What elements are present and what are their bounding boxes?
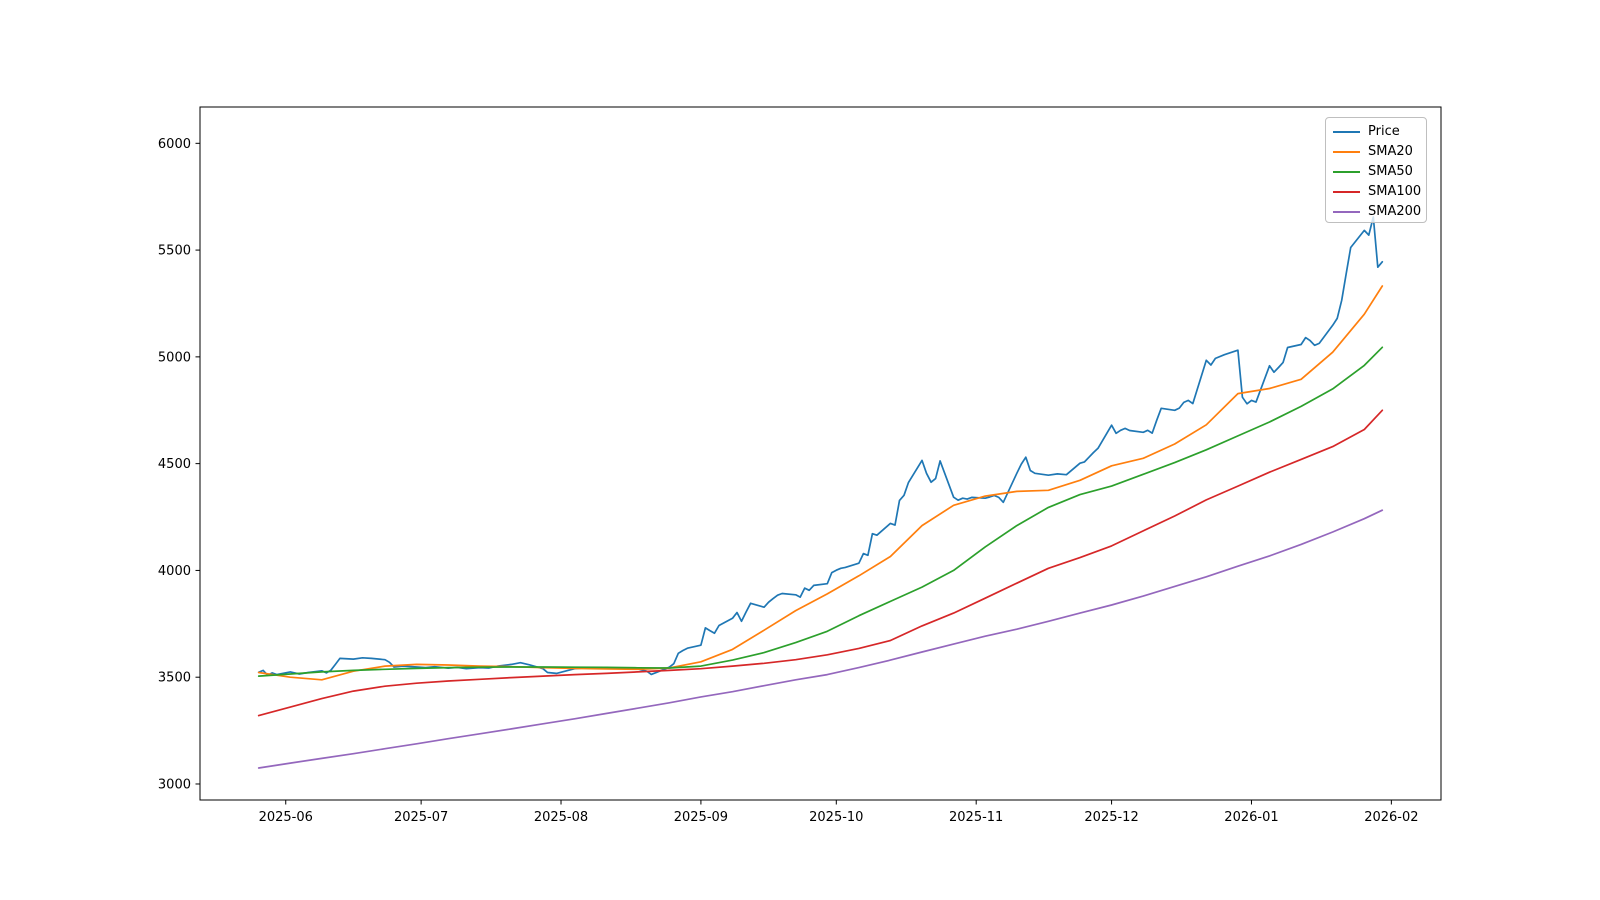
legend-label: SMA20 (1368, 144, 1413, 159)
series-line-sma100 (257, 409, 1384, 717)
x-tick-label: 2025-11 (949, 810, 1003, 825)
y-tick-label: 4500 (158, 457, 191, 472)
legend-label: SMA50 (1368, 164, 1413, 179)
x-tick-label: 2025-10 (809, 810, 863, 825)
y-tick-label: 6000 (158, 137, 191, 152)
legend-label: Price (1368, 124, 1400, 139)
series-line-sma20 (257, 285, 1384, 681)
y-tick-label: 5500 (158, 244, 191, 259)
legend-entry-sma100: SMA100 (1333, 182, 1426, 202)
legend-entry-sma200: SMA200 (1333, 202, 1426, 222)
x-tick-label: 2026-02 (1364, 810, 1418, 825)
legend-entry-sma20: SMA20 (1333, 142, 1426, 162)
legend-line-sample (1333, 151, 1360, 153)
legend-line-sample (1333, 171, 1360, 173)
y-tick-label: 5000 (158, 350, 191, 365)
x-tick-label: 2026-01 (1224, 810, 1278, 825)
legend-line-sample (1333, 191, 1360, 193)
legend-line-sample (1333, 211, 1360, 213)
x-tick-label: 2025-06 (259, 810, 313, 825)
x-tick-label: 2025-12 (1084, 810, 1138, 825)
x-tick-label: 2025-07 (394, 810, 448, 825)
x-tick-label: 2025-09 (674, 810, 728, 825)
y-tick-label: 3500 (158, 671, 191, 686)
legend-line-sample (1333, 131, 1360, 133)
series-line-sma200 (257, 509, 1384, 769)
y-tick-label: 3000 (158, 777, 191, 792)
axes-frame (199, 106, 1442, 801)
legend-label: SMA100 (1368, 184, 1422, 199)
legend-entry-sma50: SMA50 (1333, 162, 1426, 182)
y-tick-label: 4000 (158, 564, 191, 579)
x-tick-label: 2025-08 (534, 810, 588, 825)
legend: Price SMA20 SMA50 SMA100 SMA200 (1325, 117, 1427, 223)
series-line-sma50 (257, 346, 1384, 677)
legend-label: SMA200 (1368, 204, 1422, 219)
legend-entry-price: Price (1333, 122, 1426, 142)
